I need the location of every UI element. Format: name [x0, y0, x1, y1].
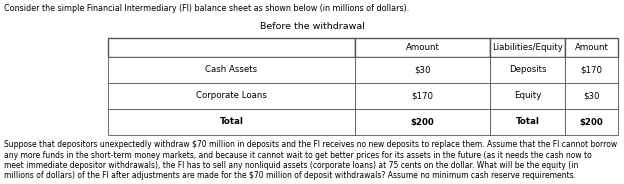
Text: any more funds in the short-term money markets, and because it cannot wait to ge: any more funds in the short-term money m… — [4, 151, 592, 160]
Bar — [490, 57, 565, 83]
Text: Liabilities/Equity: Liabilities/Equity — [492, 43, 563, 52]
Text: $30: $30 — [414, 66, 431, 75]
Text: Before the withdrawal: Before the withdrawal — [260, 22, 364, 31]
Bar — [108, 83, 355, 109]
Bar — [490, 109, 565, 135]
Text: $200: $200 — [411, 118, 434, 127]
Bar — [565, 38, 618, 57]
Text: $30: $30 — [583, 91, 600, 100]
Text: Suppose that depositors unexpectedly withdraw $70 million in deposits and the FI: Suppose that depositors unexpectedly wit… — [4, 140, 617, 149]
Text: millions of dollars) of the FI after adjustments are made for the $70 million of: millions of dollars) of the FI after adj… — [4, 171, 576, 181]
Bar — [565, 57, 618, 83]
Text: Equity: Equity — [514, 91, 541, 100]
Bar — [355, 38, 490, 57]
Bar — [355, 57, 490, 83]
Text: Consider the simple Financial Intermediary (FI) balance sheet as shown below (in: Consider the simple Financial Intermedia… — [4, 4, 409, 13]
Text: Corporate Loans: Corporate Loans — [196, 91, 267, 100]
Bar — [565, 109, 618, 135]
Bar — [108, 109, 355, 135]
Bar — [490, 83, 565, 109]
Text: Cash Assets: Cash Assets — [205, 66, 258, 75]
Bar — [108, 38, 355, 57]
Text: $170: $170 — [411, 91, 434, 100]
Text: meet immediate depositor withdrawals), the FI has to sell any nonliquid assets (: meet immediate depositor withdrawals), t… — [4, 161, 578, 170]
Text: Amount: Amount — [406, 43, 439, 52]
Bar — [565, 83, 618, 109]
Bar — [108, 57, 355, 83]
Text: Total: Total — [220, 118, 243, 127]
Bar — [490, 38, 565, 57]
Text: Total: Total — [515, 118, 539, 127]
Bar — [355, 109, 490, 135]
Text: $200: $200 — [580, 118, 603, 127]
Text: $170: $170 — [580, 66, 603, 75]
Bar — [355, 83, 490, 109]
Text: Deposits: Deposits — [509, 66, 546, 75]
Text: Amount: Amount — [575, 43, 608, 52]
